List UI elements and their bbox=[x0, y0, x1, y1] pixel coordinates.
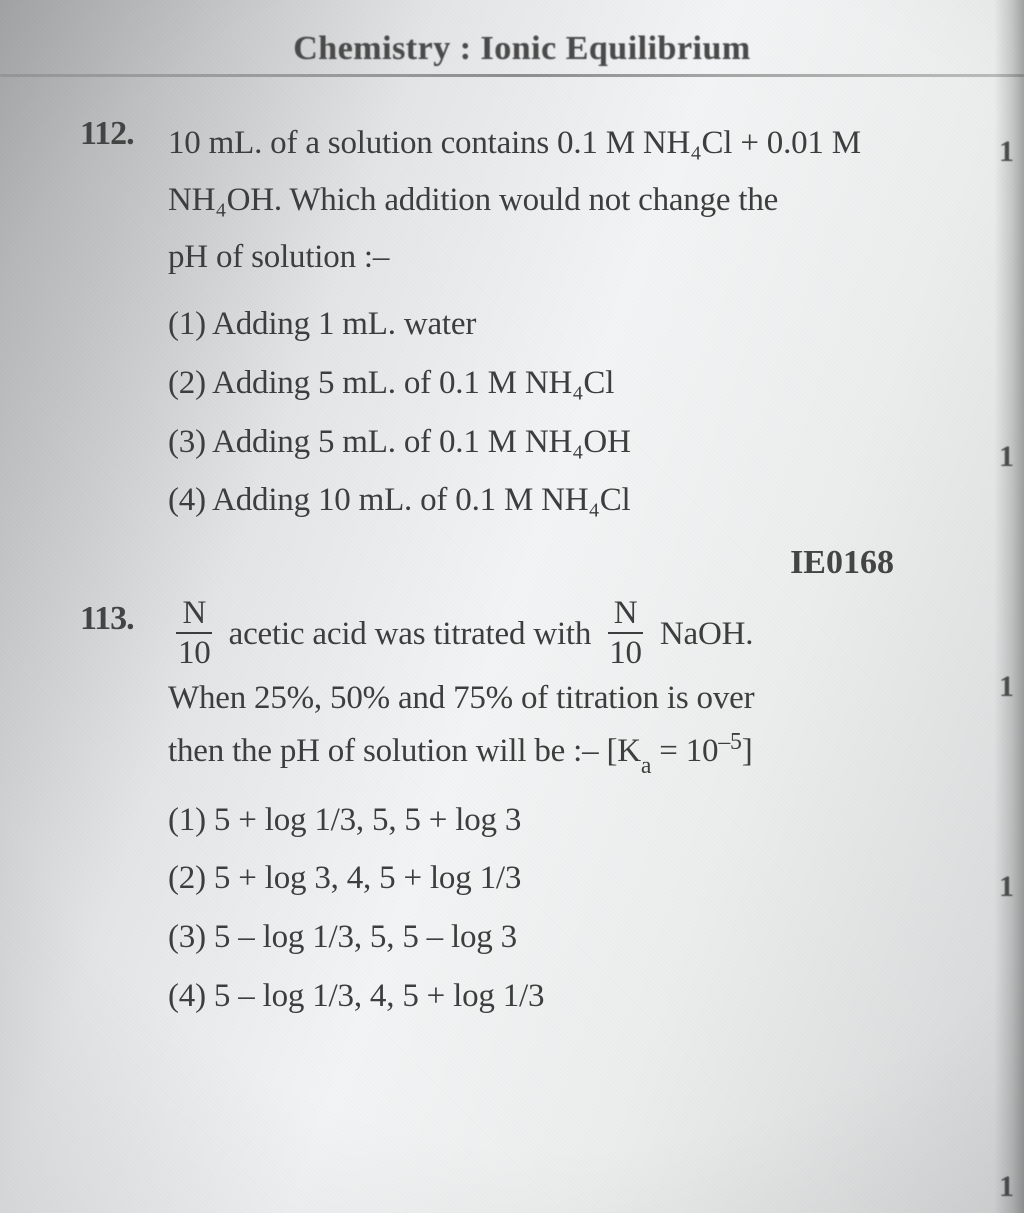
side-mark: 1 bbox=[999, 1170, 1014, 1204]
fraction: N 10 bbox=[603, 597, 648, 670]
stem-seg: ] bbox=[742, 733, 753, 769]
page: Chemistry : Ionic Equilibrium 112. 10 mL… bbox=[0, 0, 1024, 1213]
option-2: (2) 5 + log 3, 4, 5 + log 1/3 bbox=[168, 849, 964, 908]
options-list: (1) 5 + log 1/3, 5, 5 + log 3 (2) 5 + lo… bbox=[168, 791, 964, 1026]
fraction-numerator: N bbox=[176, 597, 212, 634]
options-list: (1) Adding 1 mL. water (2) Adding 5 mL. … bbox=[168, 295, 964, 530]
option-4: (4) Adding 10 mL. of 0.1 M NH₄Cl bbox=[168, 471, 964, 530]
header-rule bbox=[0, 74, 1024, 77]
option-3: (3) 5 – log 1/3, 5, 5 – log 3 bbox=[168, 908, 964, 967]
question-number: 113. bbox=[80, 600, 150, 638]
option-1: (1) Adding 1 mL. water bbox=[168, 295, 964, 354]
question-body: N 10 acetic acid was titrated with N 10 … bbox=[168, 600, 964, 1026]
question-113: 113. N 10 acetic acid was titrated with … bbox=[80, 600, 964, 1026]
stem-seg: = 10 bbox=[651, 733, 718, 769]
option-2: (2) Adding 5 mL. of 0.1 M NH₄Cl bbox=[168, 354, 964, 413]
question-stem: N 10 acetic acid was titrated with N 10 … bbox=[168, 600, 964, 781]
side-mark: 1 bbox=[999, 670, 1014, 704]
fraction-denominator: 10 bbox=[603, 634, 648, 670]
question-code: IE0168 bbox=[80, 544, 894, 582]
side-mark: 1 bbox=[999, 870, 1014, 904]
question-stem: 10 mL. of a solution contains 0.1 M NH₄C… bbox=[168, 115, 964, 285]
fraction: N 10 bbox=[172, 597, 217, 670]
side-mark: 1 bbox=[999, 135, 1014, 169]
option-4: (4) 5 – log 1/3, 4, 5 + log 1/3 bbox=[168, 967, 964, 1026]
fraction-denominator: 10 bbox=[172, 634, 217, 670]
stem-line: pH of solution :– bbox=[168, 239, 389, 275]
option-1: (1) 5 + log 1/3, 5, 5 + log 3 bbox=[168, 791, 964, 850]
stem-seg: then the pH of solution will be :– [K bbox=[168, 733, 641, 769]
stem-line: When 25%, 50% and 75% of titration is ov… bbox=[168, 680, 754, 716]
subscript: a bbox=[641, 753, 651, 779]
stem-seg: acetic acid was titrated with bbox=[221, 616, 600, 652]
stem-line: NH₄OH. Which addition would not change t… bbox=[168, 182, 778, 218]
fraction-numerator: N bbox=[608, 597, 644, 634]
stem-seg: NaOH. bbox=[652, 616, 753, 652]
side-mark: 1 bbox=[999, 440, 1014, 474]
stem-line: 10 mL. of a solution contains 0.1 M NH₄C… bbox=[168, 125, 861, 161]
option-3: (3) Adding 5 mL. of 0.1 M NH₄OH bbox=[168, 413, 964, 472]
question-112: 112. 10 mL. of a solution contains 0.1 M… bbox=[80, 115, 964, 530]
superscript: –5 bbox=[718, 729, 741, 755]
page-title: Chemistry : Ionic Equilibrium bbox=[80, 30, 964, 68]
question-number: 112. bbox=[80, 115, 150, 153]
question-body: 10 mL. of a solution contains 0.1 M NH₄C… bbox=[168, 115, 964, 530]
